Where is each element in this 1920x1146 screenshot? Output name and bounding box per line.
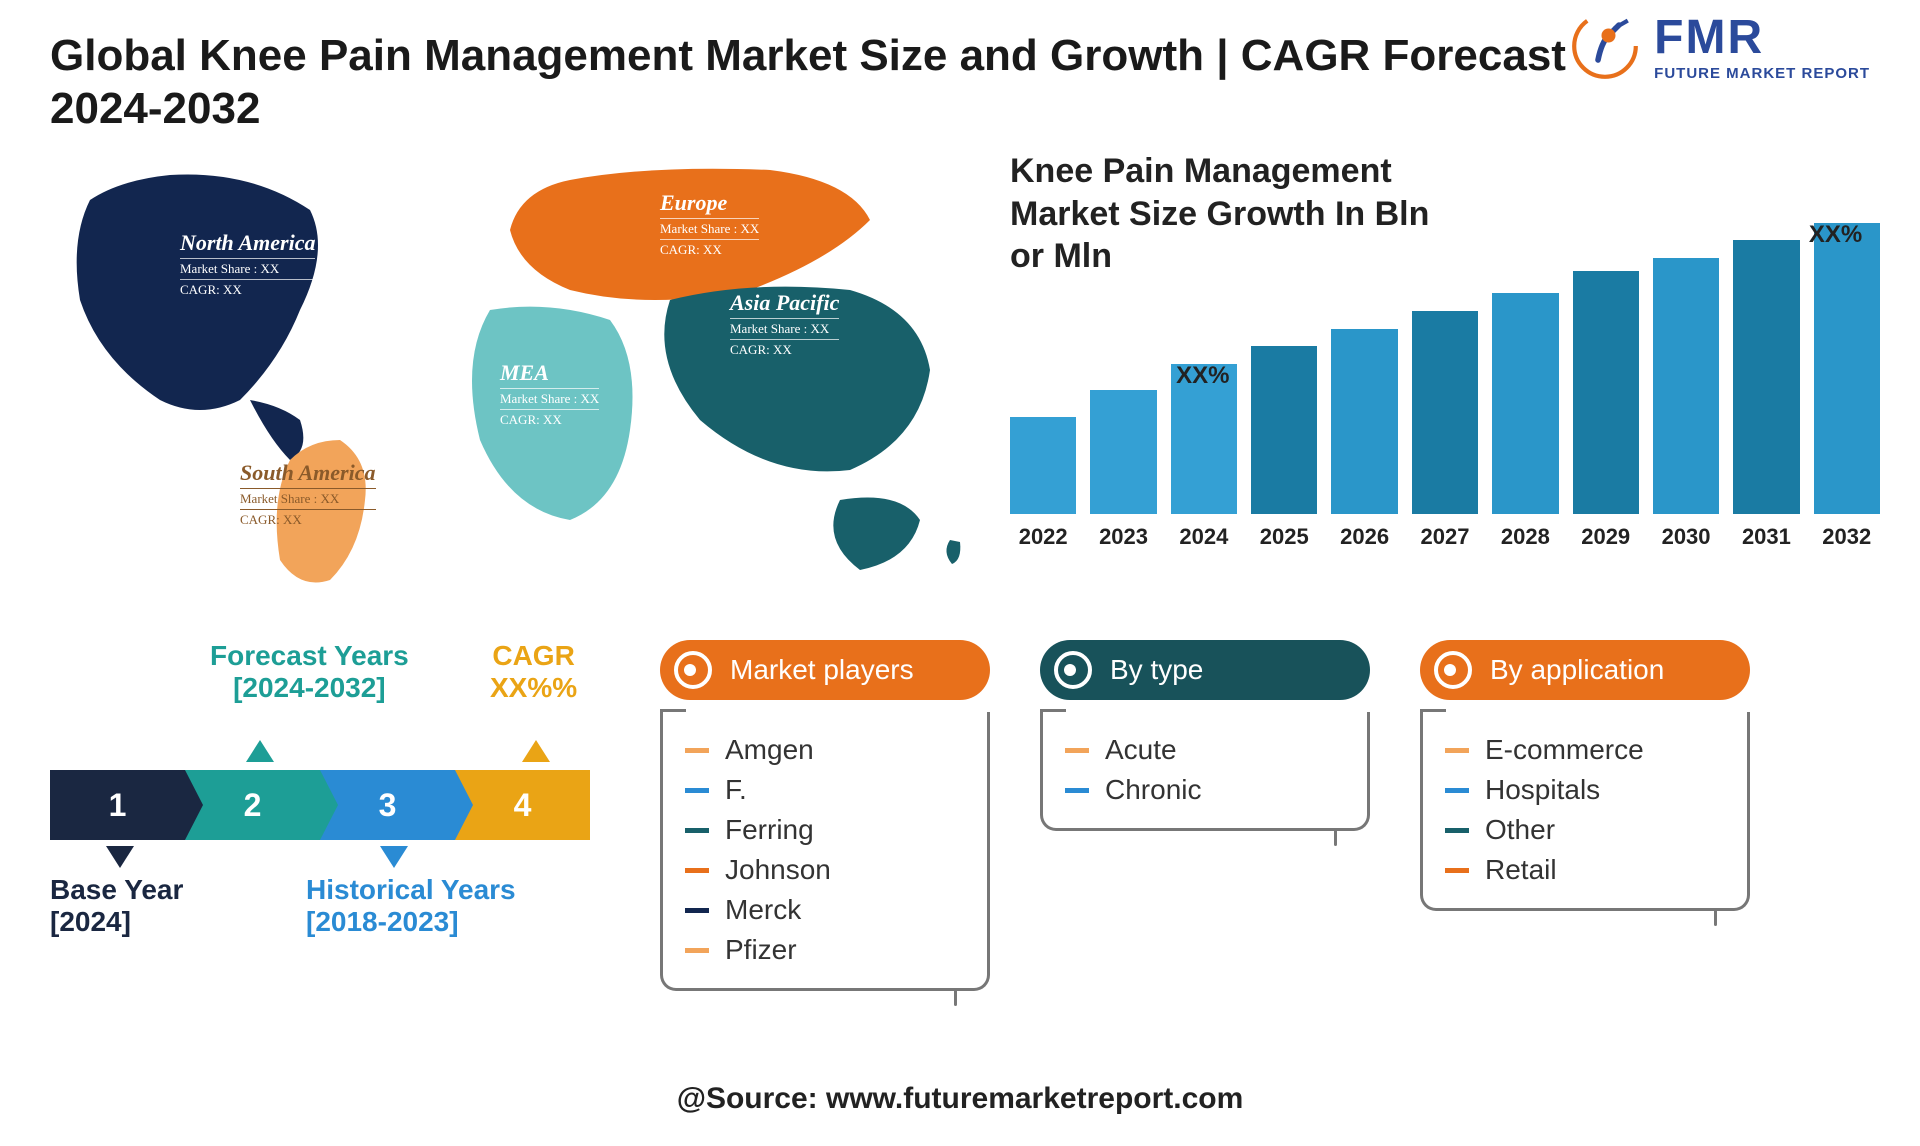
list-item: Amgen: [685, 734, 973, 766]
dash-icon: [1445, 868, 1469, 873]
list-item: Merck: [685, 894, 973, 926]
bar: 2025: [1251, 346, 1317, 550]
list-item: Pfizer: [685, 934, 973, 966]
list-item: Other: [1445, 814, 1733, 846]
region-south-america: South America Market Share : XX CAGR: XX: [240, 460, 376, 528]
dash-icon: [685, 828, 709, 833]
bar: 2031: [1733, 240, 1799, 550]
bar: 2030: [1653, 258, 1719, 550]
logo-text: FMR: [1654, 10, 1764, 65]
dash-icon: [685, 948, 709, 953]
growth-bar-chart: Knee Pain Management Market Size Growth …: [1010, 150, 1880, 590]
bar: 2028: [1492, 293, 1558, 550]
region-north-america: North America Market Share : XX CAGR: XX: [180, 230, 315, 298]
base-year-label: Base Year [2024]: [50, 874, 183, 938]
bar: 2023: [1090, 390, 1156, 550]
source-credit: @Source: www.futuremarketreport.com: [677, 1082, 1244, 1116]
triangle-up-icon: [522, 740, 550, 762]
dash-icon: [1445, 748, 1469, 753]
bar: 2032: [1814, 223, 1880, 550]
list-item: Johnson: [685, 854, 973, 886]
dash-icon: [1445, 828, 1469, 833]
page-title: Global Knee Pain Management Market Size …: [50, 30, 1650, 136]
dash-icon: [1065, 788, 1089, 793]
timeline-segment: 3: [320, 770, 455, 840]
triangle-up-icon: [246, 740, 274, 762]
category-pill: Market players: [660, 640, 990, 700]
dash-icon: [1065, 748, 1089, 753]
triangle-down-icon: [106, 846, 134, 868]
region-asia-pacific: Asia Pacific Market Share : XX CAGR: XX: [730, 290, 839, 358]
list-item: Acute: [1065, 734, 1353, 766]
dash-icon: [685, 788, 709, 793]
fmr-logo: FMR FUTURE MARKET REPORT: [1570, 10, 1870, 82]
bar: 2026: [1331, 329, 1397, 550]
timeline-segment: 2: [185, 770, 320, 840]
triangle-down-icon: [380, 846, 408, 868]
item-list: Amgen F. Ferring Johnson Merck Pfizer: [660, 712, 990, 991]
dash-icon: [685, 908, 709, 913]
timeline-segment: 4: [455, 770, 590, 840]
region-europe: Europe Market Share : XX CAGR: XX: [660, 190, 759, 258]
item-list: E-commerce Hospitals Other Retail: [1420, 712, 1750, 911]
dash-icon: [685, 748, 709, 753]
timeline-segment: 1: [50, 770, 185, 840]
region-mea: MEA Market Share : XX CAGR: XX: [500, 360, 599, 428]
bar: 2022: [1010, 417, 1076, 550]
bar: 2027: [1412, 311, 1478, 550]
forecast-label: Forecast Years [2024-2032]: [210, 640, 409, 704]
timeline-bar: 1234: [50, 770, 590, 840]
world-map: North America Market Share : XX CAGR: XX…: [50, 160, 970, 600]
by-application-block: By application E-commerce Hospitals Other Re…: [1420, 640, 1750, 911]
by-type-block: By type Acute Chronic: [1040, 640, 1370, 831]
list-item: Ferring: [685, 814, 973, 846]
list-item: Chronic: [1065, 774, 1353, 806]
historical-label: Historical Years [2018-2023]: [306, 874, 516, 938]
logo-tagline: FUTURE MARKET REPORT: [1654, 65, 1870, 82]
bar: 2024: [1171, 364, 1237, 550]
chart-annotation: XX%: [1176, 362, 1229, 390]
chart-annotation: XX%: [1809, 221, 1862, 249]
list-item: E-commerce: [1445, 734, 1733, 766]
category-pill: By type: [1040, 640, 1370, 700]
category-pill: By application: [1420, 640, 1750, 700]
list-item: Retail: [1445, 854, 1733, 886]
bar: 2029: [1573, 271, 1639, 550]
market-players-block: Market players Amgen F. Ferring Johnson Merck…: [660, 640, 990, 991]
list-item: F.: [685, 774, 973, 806]
cagr-label: CAGR XX%%: [490, 640, 577, 704]
dash-icon: [685, 868, 709, 873]
logo-icon: [1570, 11, 1640, 81]
item-list: Acute Chronic: [1040, 712, 1370, 831]
list-item: Hospitals: [1445, 774, 1733, 806]
dash-icon: [1445, 788, 1469, 793]
